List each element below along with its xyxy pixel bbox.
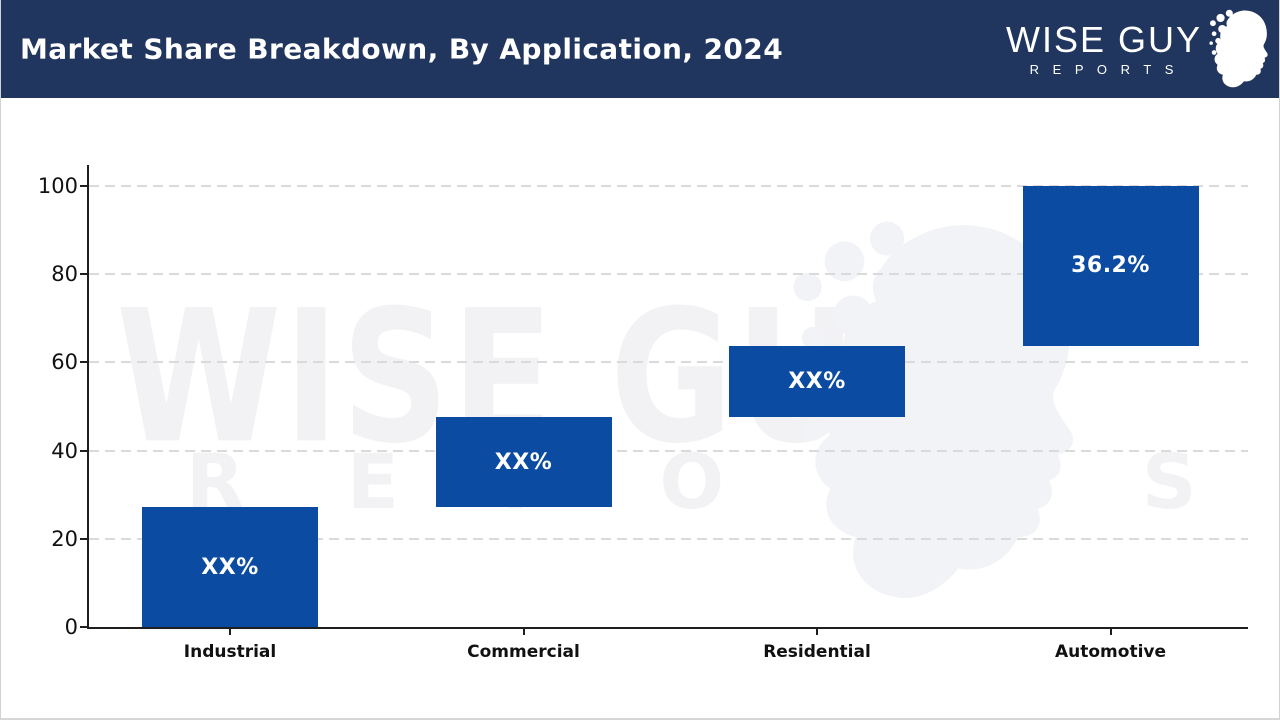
bar-value-label: XX% [788,368,846,394]
x-axis-tick-mark [1109,629,1112,635]
gridline-y-40 [89,449,1248,452]
wise-guy-reports-logo: WISE GUY R E P O R T S [1006,4,1270,94]
y-axis-tick-mark [80,537,88,540]
bar-value-label: 36.2% [1071,253,1150,279]
bar-residential: XX% [729,345,905,418]
bar-value-label: XX% [201,554,259,580]
category-label-residential: Residential [763,642,871,662]
header-bar: Market Share Breakdown, By Application, … [0,0,1280,98]
bar-industrial: XX% [142,507,318,627]
y-axis-tick-label: 0 [64,615,78,639]
category-label-automotive: Automotive [1054,642,1167,662]
bar-automotive: 36.2% [1022,186,1199,346]
category-label-industrial: Industrial [183,642,277,662]
y-axis-tick-label: 60 [51,350,78,375]
logo-text: WISE GUY R E P O R T S [1006,21,1202,77]
logo-subtitle: R E P O R T S [1029,61,1179,77]
y-axis-line [87,165,89,629]
gridline-y-20 [89,537,1248,540]
y-axis-tick-label: 100 [37,174,78,198]
y-axis-tick-mark [80,273,88,276]
gridline-y-60 [89,361,1248,364]
y-axis-tick-label: 20 [51,526,78,551]
logo-face-icon [1209,9,1268,88]
category-label-commercial: Commercial [467,642,580,662]
page-title: Market Share Breakdown, By Application, … [20,32,784,66]
y-axis-tick-mark [80,185,88,187]
y-axis-tick-label: 80 [51,262,78,287]
y-axis-tick-mark [80,626,88,628]
x-axis-line [87,627,1248,629]
x-axis-tick-mark [229,629,231,635]
gridline-y-80 [89,273,1248,276]
bar-commercial: XX% [435,417,612,508]
logo-wordmark: WISE GUY [1005,19,1202,61]
x-axis-tick-mark [522,629,525,635]
y-axis-tick-mark [80,361,88,364]
y-axis-tick-label: 40 [51,438,78,463]
bar-value-label: XX% [494,449,553,475]
gridline-y-100 [89,185,1248,187]
x-axis-tick-mark [816,629,818,635]
y-axis-tick-mark [80,449,88,452]
